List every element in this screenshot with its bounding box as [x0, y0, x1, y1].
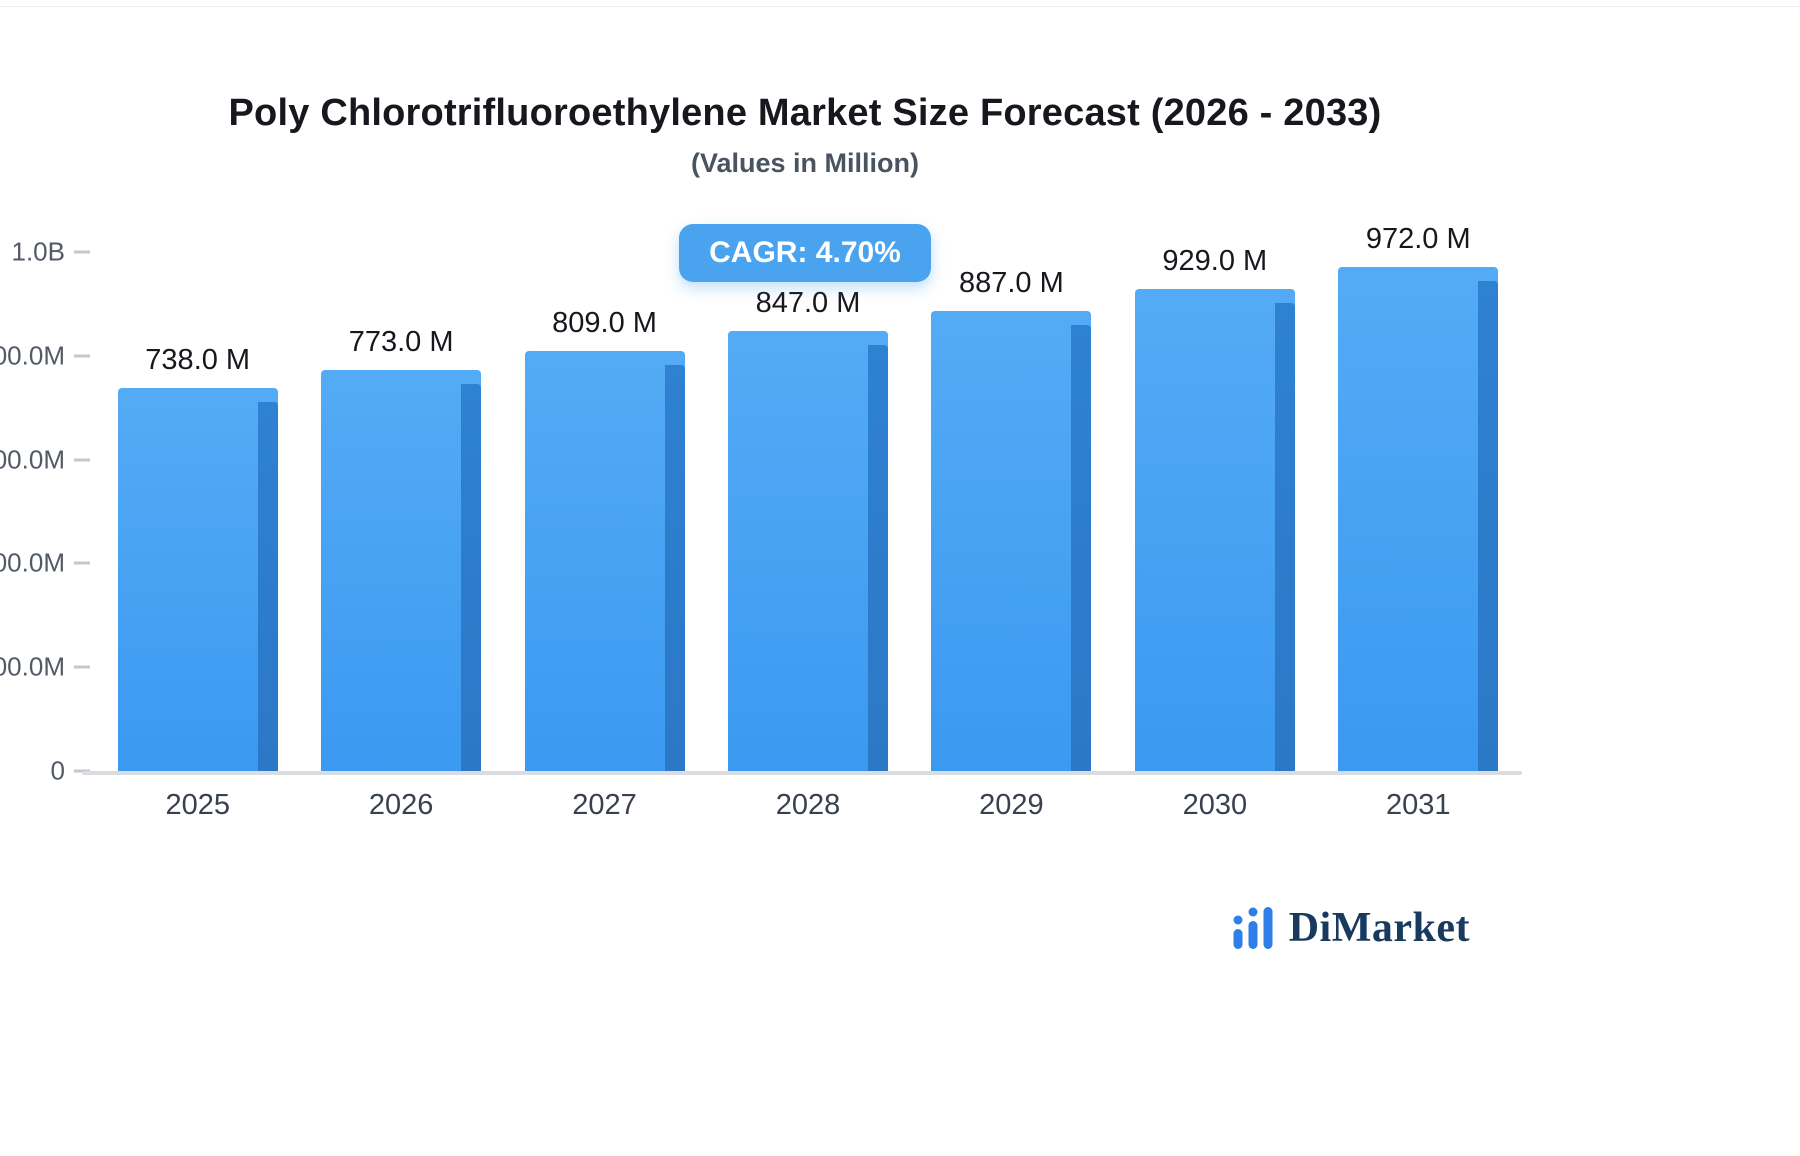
bar-chart-icon: [1231, 903, 1277, 953]
brand-logo: DiMarket: [1231, 903, 1470, 953]
y-tick-label: 1.0B: [11, 236, 66, 267]
bar-value-label: 773.0 M: [348, 325, 454, 358]
bar-value-label: 929.0 M: [1162, 244, 1268, 277]
subtitle-row: (Values in Million): [0, 148, 1610, 179]
bar-value-label: 738.0 M: [145, 343, 251, 376]
y-tick-mark: [74, 458, 90, 462]
bar-group: 972.0 M 2031: [1317, 223, 1520, 821]
y-tick: 400.0M: [0, 548, 90, 579]
x-axis-baseline: [82, 771, 1522, 775]
x-axis-category-label: 2025: [165, 789, 230, 821]
bar-group: 929.0 M 2030: [1113, 245, 1316, 821]
bar-group: 847.0 M 2028: [706, 252, 909, 821]
y-tick-mark: [74, 561, 90, 565]
bar: 738.0 M: [117, 344, 278, 772]
y-tick: 600.0M: [0, 444, 90, 475]
bar-value-label: 887.0 M: [958, 266, 1064, 299]
bar: 773.0 M: [321, 326, 482, 772]
x-axis-category-label: 2028: [775, 789, 841, 821]
x-axis-category-label: 2026: [368, 789, 434, 821]
y-axis: 1.0B 800.0M 600.0M 400.0M 200.0M 0: [0, 237, 1520, 786]
bar-group: 773.0 M 2026: [299, 252, 502, 821]
y-tick-label: 800.0M: [0, 340, 65, 371]
y-tick-label: 600.0M: [0, 444, 65, 475]
bar: 847.0 M: [727, 287, 888, 771]
bar-group: 887.0 M 2029: [910, 252, 1113, 821]
y-tick-label: 200.0M: [0, 651, 65, 682]
bar-value-label: 972.0 M: [1365, 222, 1471, 255]
bar-value-label: 809.0 M: [552, 307, 657, 340]
bar: 972.0 M: [1338, 223, 1499, 772]
bars-row: 738.0 M 2025 773.0 M 2026 809.0 M 2027 847.0 M…: [96, 223, 1520, 821]
y-tick-mark: [74, 665, 90, 669]
y-tick: 1.0B: [0, 237, 90, 268]
y-tick-mark: [74, 354, 90, 358]
title-row: Poly Chlorotrifluoroethylene Market Size…: [0, 92, 1610, 135]
x-axis-category-label: 2027: [572, 789, 637, 821]
y-tick-label: 0: [50, 755, 65, 786]
bar-value-label: 847.0 M: [755, 287, 861, 320]
badge-row: CAGR: 4.70%: [0, 224, 1610, 282]
bar-group: 809.0 M 2027: [503, 252, 706, 821]
plot-area: 1.0B 800.0M 600.0M 400.0M 200.0M 0 738.0 M 202…: [0, 223, 1522, 821]
bar-group: 738.0 M 2025: [96, 252, 299, 821]
x-axis-category-label: 2029: [979, 789, 1044, 821]
bar: 929.0 M: [1134, 245, 1295, 772]
chart-subtitle: (Values in Million): [690, 148, 920, 178]
x-axis-category-label: 2031: [1385, 789, 1451, 821]
x-axis-category-label: 2030: [1182, 789, 1248, 821]
cagr-badge: CAGR: 4.70%: [679, 224, 931, 282]
y-tick: 0: [0, 756, 90, 787]
brand-logo-text: DiMarket: [1288, 905, 1470, 951]
chart-title: Poly Chlorotrifluoroethylene Market Size…: [228, 92, 1382, 134]
bar: 809.0 M: [524, 307, 685, 771]
y-tick: 800.0M: [0, 340, 90, 371]
y-tick-mark: [74, 250, 90, 254]
bar: 887.0 M: [931, 267, 1092, 772]
y-tick-label: 400.0M: [0, 547, 65, 578]
y-tick: 200.0M: [0, 652, 90, 683]
